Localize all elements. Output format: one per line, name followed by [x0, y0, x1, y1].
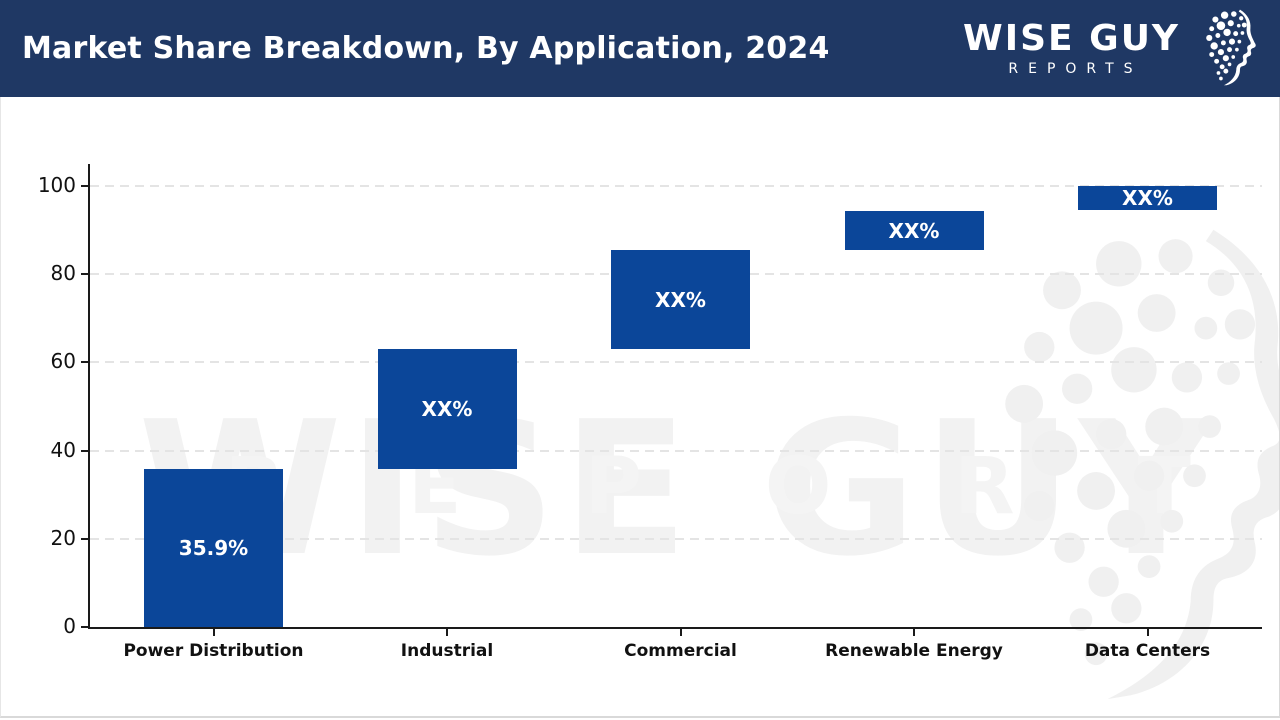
x-tickmark-commercial [679, 629, 682, 636]
bar-power-distribution: 35.9% [144, 468, 283, 627]
y-tick-label-80: 80 [50, 261, 76, 286]
x-tickmark-industrial [446, 629, 448, 636]
bar-data-centers: XX% [1078, 186, 1217, 211]
x-category-label-data-centers: Data Centers [1084, 641, 1211, 661]
gridline-60 [90, 361, 1262, 364]
y-tickmark-0 [81, 626, 88, 628]
gridline-100 [90, 185, 1262, 187]
brand-head-icon [1206, 9, 1256, 85]
bar-value-label-industrial: XX% [421, 396, 473, 421]
brand-subtitle: REPORTS [1008, 60, 1143, 77]
x-tickmark-renewable-energy [913, 629, 915, 636]
y-tick-label-20: 20 [50, 525, 76, 550]
y-tickmark-60 [81, 361, 88, 364]
y-tickmark-100 [81, 185, 88, 187]
bar-value-label-data-centers: XX% [1122, 186, 1173, 211]
brand-logo-text: WISE GUY REPORTS [962, 17, 1180, 77]
x-tickmark-power-distribution [212, 629, 215, 636]
y-tick-label-100: 100 [37, 173, 76, 197]
gridline-40 [90, 449, 1262, 452]
watermark-brand-name: WISE GUY [138, 381, 1219, 597]
x-axis-line [88, 627, 1262, 629]
x-category-label-industrial: Industrial [400, 641, 494, 661]
bar-industrial: XX% [377, 349, 517, 469]
header-bar: Market Share Breakdown, By Application, … [0, 0, 1280, 97]
x-category-label-commercial: Commercial [624, 641, 737, 661]
gridline-20 [90, 537, 1262, 540]
brand-logo: WISE GUY REPORTS [963, 6, 1280, 92]
bar-renewable-energy: XX% [844, 211, 984, 250]
bar-value-label-commercial: XX% [655, 287, 706, 312]
bar-value-label-power-distribution: 35.9% [178, 535, 249, 560]
x-category-label-renewable-energy: Renewable Energy [825, 641, 1003, 661]
y-tick-label-60: 60 [50, 349, 76, 374]
y-tickmark-20 [81, 537, 88, 540]
bar-value-label-renewable-energy: XX% [888, 218, 940, 243]
bar-commercial: XX% [611, 249, 750, 350]
x-category-label-power-distribution: Power Distribution [123, 641, 304, 661]
y-tick-label-0: 0 [63, 614, 76, 638]
y-tick-label-40: 40 [50, 437, 76, 462]
y-tickmark-40 [81, 449, 88, 452]
chart-title: Market Share Breakdown, By Application, … [22, 31, 830, 66]
x-tickmark-data-centers [1146, 629, 1149, 636]
y-tickmark-80 [81, 273, 88, 276]
y-axis-line [88, 164, 90, 629]
brand-name: WISE GUY [962, 17, 1180, 59]
